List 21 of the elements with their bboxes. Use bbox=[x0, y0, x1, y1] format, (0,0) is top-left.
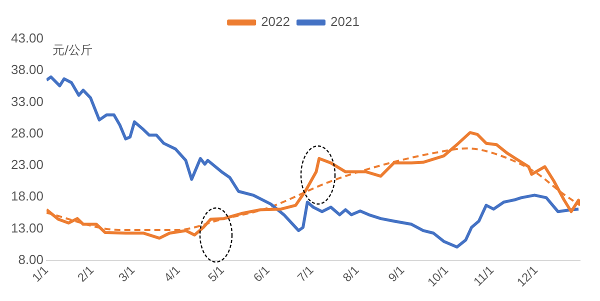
x-tick-label: 3/1 bbox=[116, 262, 138, 285]
y-tick-label: 13.00 bbox=[10, 220, 44, 236]
x-tick-label: 11/1 bbox=[470, 262, 497, 289]
x-tick-label: 8/1 bbox=[340, 262, 362, 285]
y-tick-label: 38.00 bbox=[10, 62, 44, 78]
x-tick-label: 5/1 bbox=[205, 262, 228, 285]
x-tick-label: 9/1 bbox=[385, 262, 408, 285]
y-tick-label: 18.00 bbox=[10, 188, 44, 204]
legend-label: 2021 bbox=[330, 14, 360, 30]
legend-label: 2022 bbox=[261, 14, 290, 30]
y-tick-label: 28.00 bbox=[10, 125, 44, 140]
y-tick-label: 43.00 bbox=[10, 30, 44, 46]
x-tick-label: 10/1 bbox=[424, 262, 452, 290]
x-tick-label: 4/1 bbox=[161, 262, 184, 285]
x-tick-label: 12/1 bbox=[514, 262, 541, 290]
x-tick-label: 6/1 bbox=[250, 262, 273, 285]
y-tick-label: 23.00 bbox=[10, 157, 44, 172]
x-tick-label: 7/1 bbox=[294, 262, 316, 285]
y-tick-label: 33.00 bbox=[10, 94, 44, 109]
x-tick-label: 2/1 bbox=[74, 262, 97, 285]
y-axis-title: 元/公斤 bbox=[52, 43, 93, 58]
